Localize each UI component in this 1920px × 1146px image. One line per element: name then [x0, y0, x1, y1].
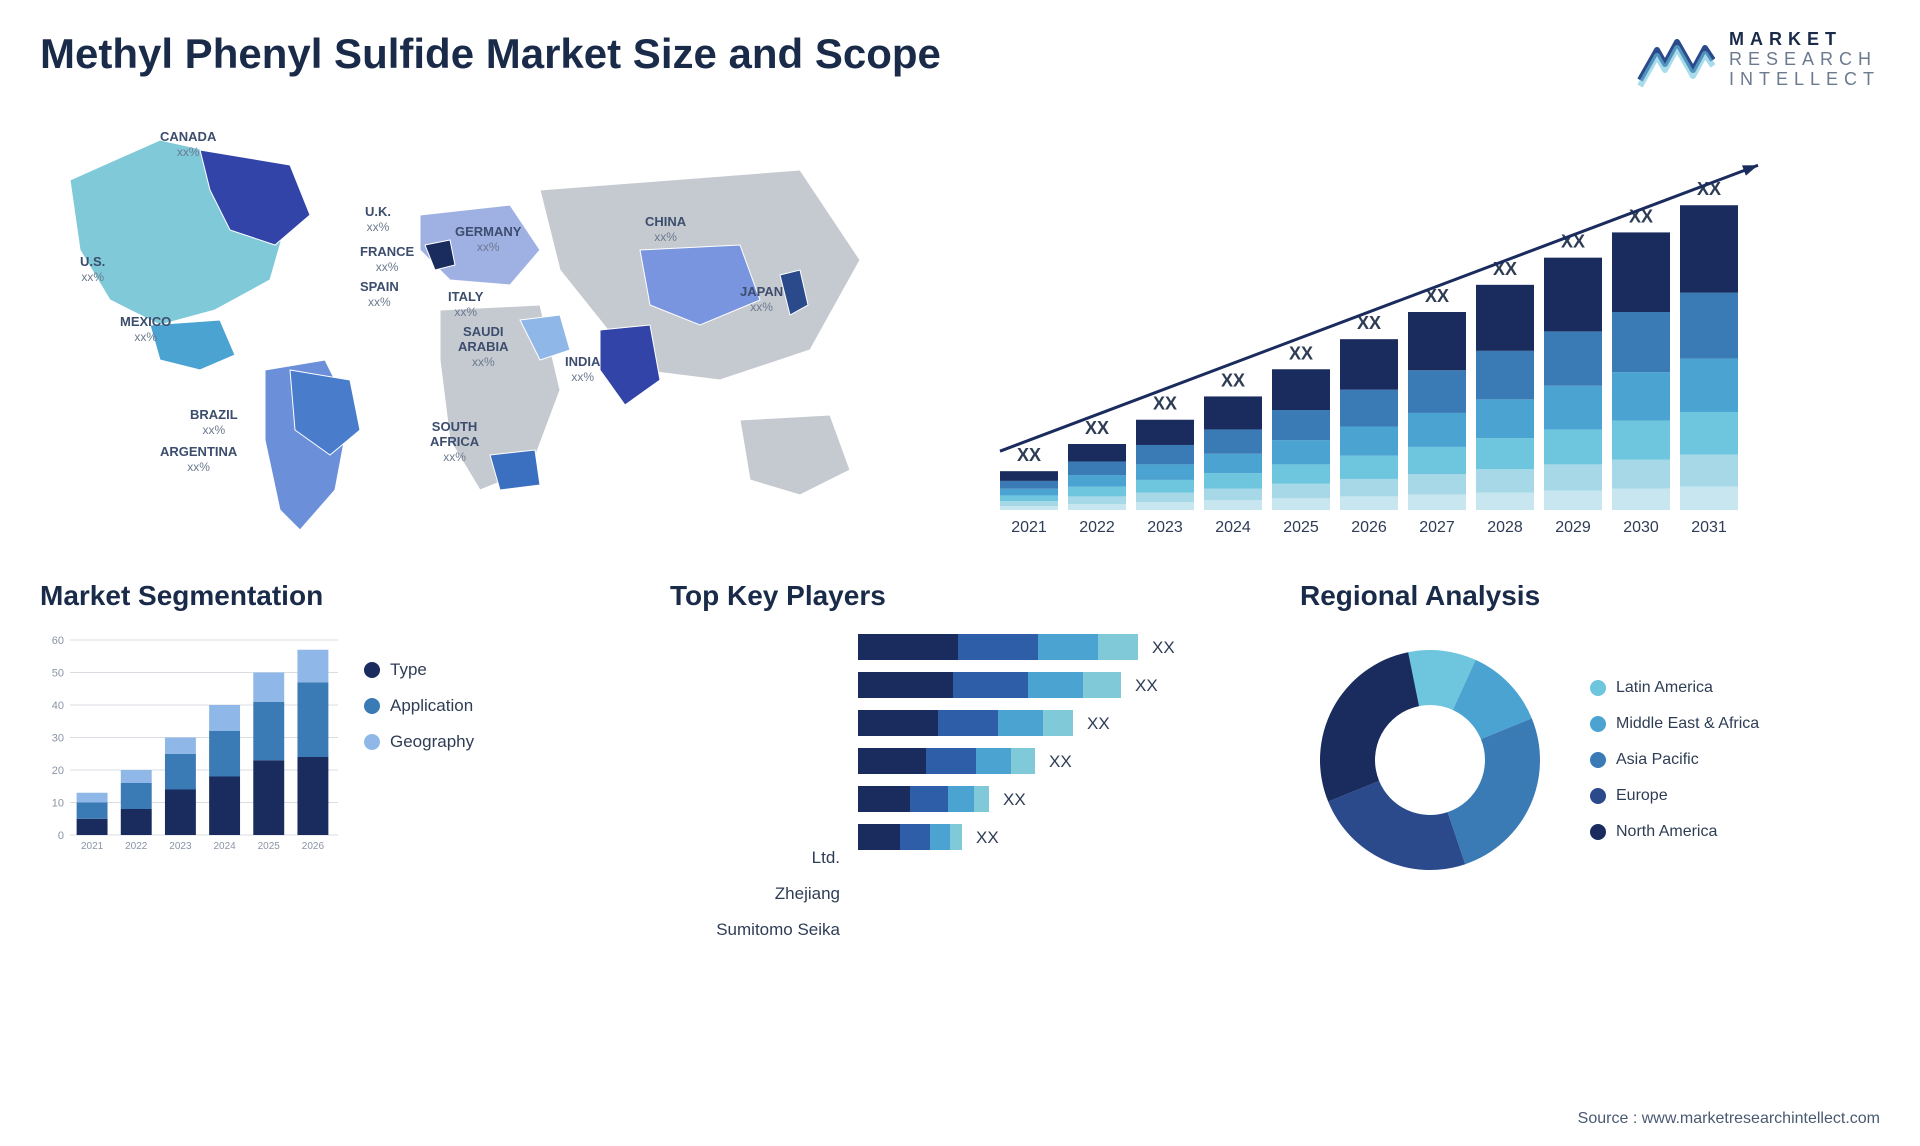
seg-legend-item: Type — [364, 660, 474, 680]
svg-text:2023: 2023 — [169, 841, 192, 852]
svg-text:0: 0 — [58, 830, 64, 842]
logo-text-1: MARKET — [1729, 30, 1880, 50]
svg-text:2026: 2026 — [302, 841, 325, 852]
map-label-spain: SPAINxx% — [360, 280, 399, 310]
regional-legend-item: Europe — [1590, 787, 1759, 805]
svg-text:XX: XX — [1085, 418, 1109, 438]
world-map: CANADAxx% U.S.xx% MEXICOxx% BRAZILxx% ARGENT… — [40, 110, 940, 540]
player-label — [670, 776, 840, 799]
regional-legend-item: North America — [1590, 823, 1759, 841]
map-label-china: CHINAxx% — [645, 215, 686, 245]
svg-text:2025: 2025 — [258, 841, 281, 852]
players-panel: Top Key Players Ltd. Zhejiang Sumitomo Sei… — [670, 580, 1250, 943]
svg-text:60: 60 — [52, 635, 64, 647]
map-label-argentina: ARGENTINAxx% — [160, 445, 237, 475]
map-label-japan: JAPANxx% — [740, 285, 783, 315]
map-label-india: INDIAxx% — [565, 355, 600, 385]
regional-legend-item: Asia Pacific — [1590, 751, 1759, 769]
players-labels: Ltd. Zhejiang Sumitomo Seika — [670, 630, 840, 943]
segmentation-panel: Market Segmentation 0 10 20 30 40 50 60 2021 202… — [40, 580, 620, 943]
player-label: Sumitomo Seika — [670, 920, 840, 943]
svg-text:XX: XX — [1049, 752, 1072, 771]
svg-text:2031: 2031 — [1691, 519, 1727, 536]
svg-text:XX: XX — [1087, 714, 1110, 733]
regional-legend-item: Latin America — [1590, 679, 1759, 697]
svg-text:2030: 2030 — [1623, 519, 1659, 536]
segmentation-legend: Type Application Geography — [364, 630, 474, 860]
svg-text:XX: XX — [1289, 343, 1313, 363]
segmentation-title: Market Segmentation — [40, 580, 620, 612]
logo: MARKET RESEARCH INTELLECT — [1635, 30, 1880, 90]
svg-text:30: 30 — [52, 733, 64, 745]
svg-text:XX: XX — [1221, 370, 1245, 390]
regional-legend-item: Middle East & Africa — [1590, 715, 1759, 733]
map-label-us: U.S.xx% — [80, 255, 105, 285]
svg-text:2021: 2021 — [81, 841, 104, 852]
player-label — [670, 812, 840, 835]
svg-text:XX: XX — [1152, 638, 1175, 657]
map-label-southafrica: SOUTHAFRICAxx% — [430, 420, 479, 465]
logo-text-3: INTELLECT — [1729, 70, 1880, 90]
svg-text:2029: 2029 — [1555, 519, 1591, 536]
growth-bar-chart: XX2021XX2022XX2023XX2024XX2025XX2026XX20… — [980, 110, 1880, 540]
svg-text:20: 20 — [52, 765, 64, 777]
player-label — [670, 740, 840, 763]
svg-text:2021: 2021 — [1011, 519, 1047, 536]
seg-legend-item: Application — [364, 696, 474, 716]
svg-text:XX: XX — [1017, 445, 1041, 465]
svg-text:2022: 2022 — [1079, 519, 1115, 536]
svg-text:2025: 2025 — [1283, 519, 1319, 536]
svg-text:XX: XX — [1003, 790, 1026, 809]
map-label-mexico: MEXICOxx% — [120, 315, 171, 345]
svg-text:2028: 2028 — [1487, 519, 1523, 536]
map-label-canada: CANADAxx% — [160, 130, 216, 160]
player-label: Zhejiang — [670, 884, 840, 907]
map-label-saudiarabia: SAUDIARABIAxx% — [458, 325, 509, 370]
regional-title: Regional Analysis — [1300, 580, 1880, 612]
svg-text:40: 40 — [52, 700, 64, 712]
svg-text:50: 50 — [52, 668, 64, 680]
svg-text:10: 10 — [52, 798, 64, 810]
regional-panel: Regional Analysis Latin America Middle Ea… — [1300, 580, 1880, 943]
svg-text:2024: 2024 — [213, 841, 236, 852]
player-label: Ltd. — [670, 848, 840, 871]
source-text: Source : www.marketresearchintellect.com — [1578, 1110, 1880, 1128]
svg-text:2024: 2024 — [1215, 519, 1251, 536]
map-label-germany: GERMANYxx% — [455, 225, 521, 255]
map-label-brazil: BRAZILxx% — [190, 408, 238, 438]
svg-text:2023: 2023 — [1147, 519, 1183, 536]
map-label-italy: ITALYxx% — [448, 290, 483, 320]
logo-text-2: RESEARCH — [1729, 50, 1880, 70]
svg-text:2027: 2027 — [1419, 519, 1455, 536]
logo-icon — [1635, 30, 1715, 90]
svg-text:XX: XX — [1153, 394, 1177, 414]
seg-legend-item: Geography — [364, 732, 474, 752]
svg-text:2022: 2022 — [125, 841, 148, 852]
svg-text:XX: XX — [976, 828, 999, 847]
players-title: Top Key Players — [670, 580, 1250, 612]
map-label-uk: U.K.xx% — [365, 205, 391, 235]
svg-text:XX: XX — [1135, 676, 1158, 695]
page-title: Methyl Phenyl Sulfide Market Size and Sc… — [40, 30, 941, 78]
map-label-france: FRANCExx% — [360, 245, 414, 275]
regional-legend: Latin America Middle East & Africa Asia Pa… — [1590, 679, 1759, 841]
svg-text:2026: 2026 — [1351, 519, 1387, 536]
